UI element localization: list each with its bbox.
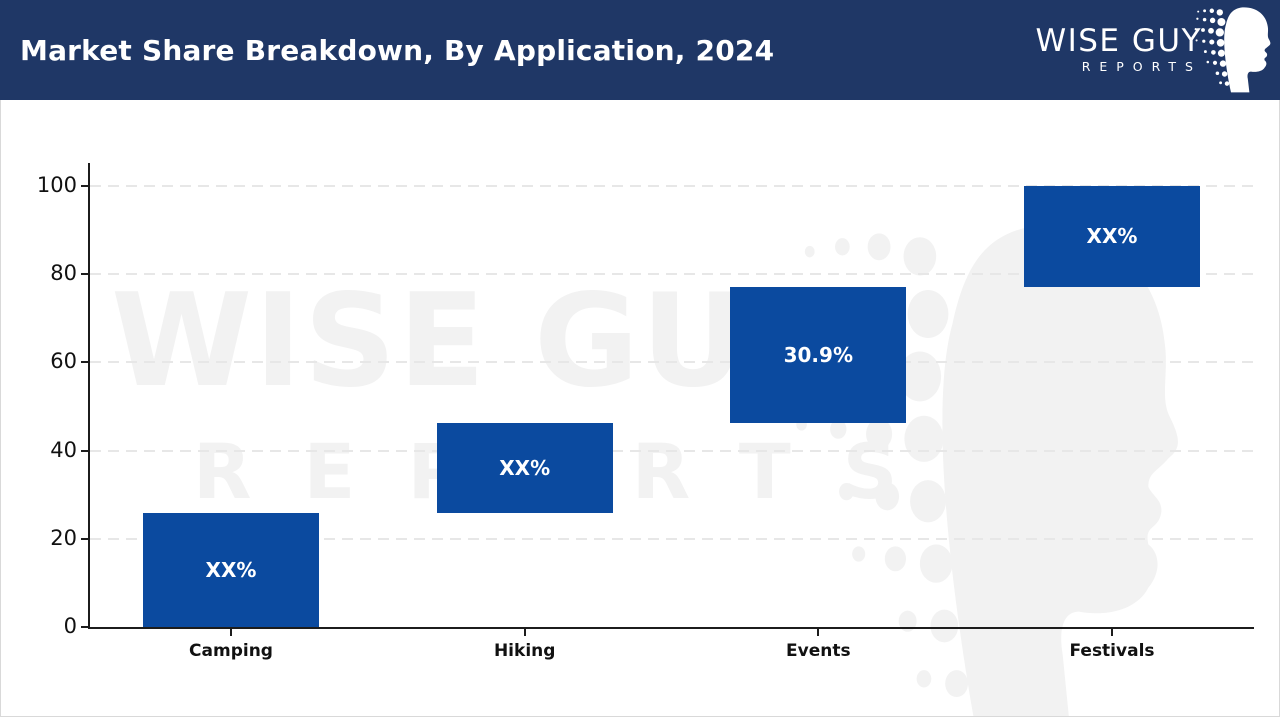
bar-value-label-festivals: XX% xyxy=(1086,224,1138,249)
bar-value-label-events: 30.9% xyxy=(783,342,853,367)
gridline-40 xyxy=(90,449,1254,452)
bar-value-label-hiking: XX% xyxy=(499,456,551,480)
logo-text: WISE GUY REPORTS xyxy=(1035,26,1202,74)
y-tick-mark-60 xyxy=(81,361,90,364)
bar-camping: XX% xyxy=(143,513,319,627)
gridline-100 xyxy=(90,185,1254,187)
y-tick-mark-80 xyxy=(81,273,90,276)
gridline-20 xyxy=(90,537,1254,540)
x-tick-label-camping: Camping xyxy=(189,641,273,661)
y-axis-line xyxy=(88,163,90,629)
y-tick-label-40: 40 xyxy=(50,437,77,462)
y-tick-label-100: 100 xyxy=(36,173,77,197)
y-tick-label-20: 20 xyxy=(50,525,77,550)
logo-subtext: REPORTS xyxy=(1081,59,1202,75)
x-tick-label-festivals: Festivals xyxy=(1069,641,1155,661)
x-axis-line xyxy=(88,627,1254,629)
chart-canvas: WISE GUY REPORTS 020406080100XX%CampingX… xyxy=(0,100,1280,717)
watermark-wordmark: WISE GUY xyxy=(111,267,842,416)
x-tick-label-hiking: Hiking xyxy=(493,641,556,661)
y-tick-label-0: 0 xyxy=(63,614,77,638)
bar-festivals: XX% xyxy=(1024,186,1200,287)
y-tick-mark-40 xyxy=(81,449,90,452)
logo-wordmark: WISE GUY xyxy=(1035,23,1202,60)
wiseguy-logo: WISE GUY REPORTS xyxy=(1035,6,1274,94)
x-tick-label-events: Events xyxy=(786,641,851,661)
y-tick-mark-20 xyxy=(81,537,90,540)
logo-face-icon xyxy=(1194,7,1271,93)
chart-title: Market Share Breakdown, By Application, … xyxy=(20,33,775,67)
header-bar: Market Share Breakdown, By Application, … xyxy=(0,0,1280,100)
y-tick-label-80: 80 xyxy=(50,261,77,286)
bar-hiking: XX% xyxy=(436,422,613,514)
y-tick-mark-100 xyxy=(81,185,90,187)
y-tick-mark-0 xyxy=(81,626,90,628)
y-tick-label-60: 60 xyxy=(50,349,77,374)
bar-value-label-camping: XX% xyxy=(205,558,257,583)
x-tick-mark-hiking xyxy=(523,629,526,636)
bar-events: 30.9% xyxy=(730,286,907,423)
gridline-60 xyxy=(90,361,1254,364)
x-tick-mark-festivals xyxy=(1111,629,1113,636)
x-tick-mark-events xyxy=(817,629,820,636)
x-tick-mark-camping xyxy=(230,629,232,636)
gridline-80 xyxy=(90,273,1254,276)
